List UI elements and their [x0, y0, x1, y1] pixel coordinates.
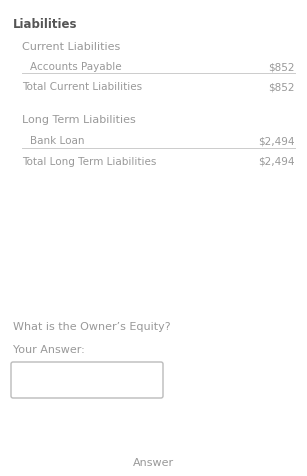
Text: $852: $852 — [269, 82, 295, 92]
Text: $2,494: $2,494 — [258, 136, 295, 146]
Text: $852: $852 — [269, 62, 295, 72]
Text: What is the Owner’s Equity?: What is the Owner’s Equity? — [13, 321, 171, 331]
Text: Total Long Term Liabilities: Total Long Term Liabilities — [22, 157, 156, 167]
Text: Answer: Answer — [133, 457, 174, 467]
Text: Liabilities: Liabilities — [13, 18, 77, 31]
FancyBboxPatch shape — [11, 362, 163, 398]
Text: $2,494: $2,494 — [258, 157, 295, 167]
Text: Bank Loan: Bank Loan — [30, 136, 84, 146]
Text: Your Answer:: Your Answer: — [13, 344, 85, 354]
Text: Accounts Payable: Accounts Payable — [30, 62, 122, 72]
Text: Current Liabilities: Current Liabilities — [22, 42, 120, 52]
Text: Total Current Liabilities: Total Current Liabilities — [22, 82, 142, 92]
Text: Long Term Liabilities: Long Term Liabilities — [22, 115, 136, 125]
